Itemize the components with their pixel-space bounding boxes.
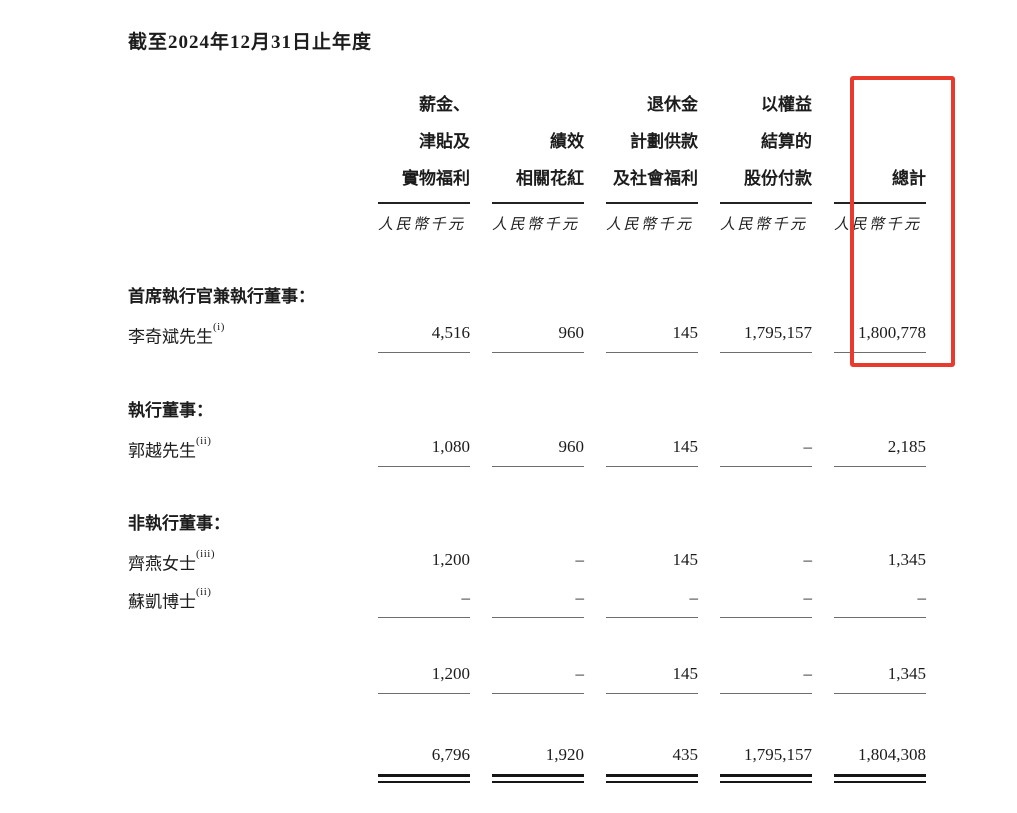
- table-header-row: 薪金、 津貼及 實物福利 績效 相關花紅 退休金 計劃供款 及社會福利 以權益 結算的 股份付款 總計: [128, 86, 926, 204]
- value-cell: 1,200: [431, 550, 470, 569]
- column-header: 薪金、津貼及實物福利: [378, 86, 470, 204]
- currency-unit-label: 人民幣千元: [492, 217, 580, 233]
- value-cell: –: [834, 588, 926, 618]
- director-name-text: 郭越先生: [128, 441, 196, 461]
- value-cell: –: [606, 588, 698, 618]
- value-cell: –: [803, 550, 813, 569]
- currency-unit-label: 人民幣千元: [606, 217, 694, 233]
- director-name: 齊燕女士(iii): [128, 548, 356, 579]
- director-name: 郭越先生(ii): [128, 435, 356, 467]
- column-header-line: 實物福利: [402, 169, 470, 188]
- table-row: 蘇凱博士(ii) – – – – –: [128, 586, 926, 618]
- total-value-cell: 1,795,157: [720, 745, 812, 783]
- value-cell: 1,795,157: [720, 323, 812, 353]
- column-header: 總計: [834, 160, 926, 204]
- value-cell: –: [378, 588, 470, 618]
- value-cell: 1,800,778: [834, 323, 926, 353]
- value-cell: 145: [606, 437, 698, 467]
- value-cell: 2,185: [834, 437, 926, 467]
- total-value-cell: 1,804,308: [834, 745, 926, 783]
- page-title: 截至2024年12月31日止年度: [128, 32, 373, 53]
- value-cell: 1,080: [378, 437, 470, 467]
- currency-unit-label: 人民幣千元: [378, 217, 466, 233]
- currency-unit-label: 人民幣千元: [834, 217, 922, 233]
- table-row: 李奇斌先生(i) 4,516 960 145 1,795,157 1,800,778: [128, 321, 926, 353]
- subtotal-value-cell: 145: [606, 664, 698, 694]
- row-spacer-cell: [128, 664, 356, 694]
- footnote-superscript: (iii): [196, 548, 215, 560]
- total-value-cell: 435: [606, 745, 698, 783]
- director-name: 蘇凱博士(ii): [128, 586, 356, 618]
- value-cell: 4,516: [378, 323, 470, 353]
- subtotal-value-cell: 1,345: [834, 664, 926, 694]
- footnote-superscript: (ii): [196, 586, 212, 598]
- column-header-line: 結算的: [761, 132, 812, 151]
- currency-unit-label: 人民幣千元: [720, 217, 808, 233]
- director-name-text: 蘇凱博士: [128, 592, 196, 612]
- column-header-line: 績效: [550, 132, 584, 151]
- footnote-superscript: (ii): [196, 435, 212, 447]
- column-header: 以權益結算的股份付款: [720, 86, 812, 204]
- director-name: 李奇斌先生(i): [128, 321, 356, 353]
- value-cell: 960: [492, 437, 584, 467]
- total-row: 6,796 1,920 435 1,795,157 1,804,308: [128, 745, 926, 783]
- column-header-line: 退休金: [647, 95, 698, 114]
- value-cell: 960: [492, 323, 584, 353]
- subtotal-value-cell: –: [492, 664, 584, 694]
- table-row: 齊燕女士(iii) 1,200 – 145 – 1,345: [128, 548, 926, 579]
- column-header-line: 薪金、: [419, 95, 470, 114]
- value-cell: –: [720, 588, 812, 618]
- value-cell: 1,345: [887, 550, 926, 569]
- column-header: 退休金計劃供款及社會福利: [606, 86, 698, 204]
- subtotal-value-cell: –: [720, 664, 812, 694]
- column-header-line: 以權益: [761, 95, 812, 114]
- table-row: 郭越先生(ii) 1,080 960 145–2,185: [128, 435, 926, 467]
- total-value-cell: 1,920: [492, 745, 584, 783]
- value-cell: –: [492, 588, 584, 618]
- row-spacer-cell: [128, 745, 356, 777]
- column-header-line: 計劃供款: [630, 132, 698, 151]
- section-heading: 首席執行官兼執行董事：: [128, 287, 315, 306]
- subtotal-value-cell: 1,200: [378, 664, 470, 694]
- column-header-line: 津貼及: [419, 132, 470, 151]
- column-header: 績效相關花紅: [492, 123, 584, 204]
- column-header-line: 總計: [892, 169, 926, 188]
- column-header-line: 股份付款: [744, 169, 812, 188]
- subtotal-row: 1,200–145–1,345: [128, 664, 926, 694]
- value-cell: –: [720, 437, 812, 467]
- director-name-text: 齊燕女士: [128, 554, 196, 574]
- column-header-line: 相關花紅: [516, 169, 584, 188]
- column-header-line: 及社會福利: [613, 169, 698, 188]
- footnote-superscript: (i): [213, 321, 225, 333]
- section-heading: 非執行董事：: [128, 514, 230, 533]
- value-cell: 145: [672, 550, 699, 569]
- document-page: 截至2024年12月31日止年度 薪金、 津貼及 實物福利 績效 相關花紅 退休金 計劃供款…: [128, 0, 955, 813]
- section-heading: 執行董事：: [128, 401, 213, 420]
- value-cell: 145: [606, 323, 698, 353]
- total-value-cell: 6,796: [378, 745, 470, 783]
- value-cell: –: [575, 550, 585, 569]
- table-units-row: 人民幣千元 人民幣千元 人民幣千元 人民幣千元 人民幣千元: [128, 212, 926, 238]
- units-spacer-cell: [128, 212, 356, 238]
- director-name-text: 李奇斌先生: [128, 327, 213, 347]
